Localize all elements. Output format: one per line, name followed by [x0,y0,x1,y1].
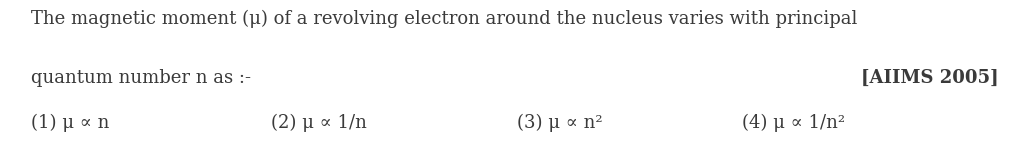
Text: (3) μ ∝ n²: (3) μ ∝ n² [517,113,603,132]
Text: (2) μ ∝ 1/n: (2) μ ∝ 1/n [271,113,368,132]
Text: (1) μ ∝ n: (1) μ ∝ n [31,113,110,132]
Text: The magnetic moment (μ) of a revolving electron around the nucleus varies with p: The magnetic moment (μ) of a revolving e… [31,10,857,28]
Text: [AIIMS 2005]: [AIIMS 2005] [861,69,998,87]
Text: quantum number n as :-: quantum number n as :- [31,69,251,87]
Text: (4) μ ∝ 1/n²: (4) μ ∝ 1/n² [742,113,846,132]
